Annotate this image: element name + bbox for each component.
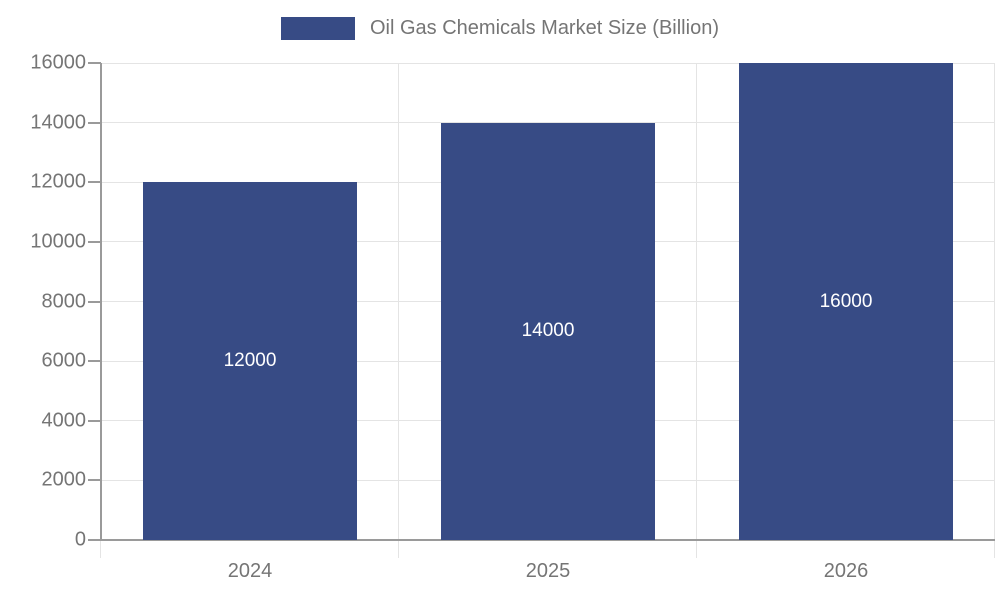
y-axis-tick: [88, 121, 101, 124]
legend[interactable]: Oil Gas Chemicals Market Size (Billion): [0, 17, 1000, 40]
x-axis-label-2026: 2026: [823, 560, 869, 582]
legend-label: Oil Gas Chemicals Market Size (Billion): [370, 17, 719, 39]
bar-2025[interactable]: 14000: [441, 122, 655, 540]
y-axis-tick: [88, 419, 101, 422]
x-axis-tick: [696, 541, 697, 558]
y-axis-tick-label: 6000: [41, 349, 87, 372]
y-axis-tick-label: 10000: [30, 230, 86, 253]
x-axis-tick: [994, 541, 995, 558]
gridline-vertical: [696, 63, 697, 540]
x-axis-tick: [100, 541, 101, 558]
y-axis-tick: [88, 300, 101, 303]
bar-value-label: 16000: [819, 290, 873, 312]
y-axis-tick: [88, 62, 101, 64]
bar-2026[interactable]: 16000: [739, 63, 953, 540]
x-axis-tick: [398, 541, 399, 558]
y-axis-tick: [88, 240, 101, 243]
y-axis-tick-label: 2000: [41, 468, 87, 491]
y-axis-tick-label: 0: [74, 528, 86, 551]
gridline-horizontal: [101, 62, 995, 64]
gridline-vertical: [398, 63, 399, 540]
x-axis-line: [88, 539, 995, 541]
y-axis-tick-label: 12000: [30, 170, 86, 193]
y-axis-tick: [88, 181, 101, 184]
y-axis-tick: [88, 360, 101, 363]
y-axis-tick-label: 4000: [41, 409, 87, 432]
x-axis-label-2024: 2024: [227, 560, 273, 582]
x-axis-label-2025: 2025: [525, 560, 571, 582]
bar-value-label: 12000: [223, 350, 277, 372]
y-axis-tick: [88, 479, 101, 482]
bar-2024[interactable]: 12000: [143, 182, 357, 540]
gridline-vertical: [994, 63, 995, 540]
y-axis-line: [100, 63, 102, 541]
bar-value-label: 14000: [521, 320, 575, 342]
y-axis-tick-label: 16000: [30, 51, 86, 74]
legend-swatch-icon: [281, 17, 355, 40]
y-axis-tick-label: 8000: [41, 290, 87, 312]
y-axis-tick-label: 14000: [30, 111, 86, 134]
